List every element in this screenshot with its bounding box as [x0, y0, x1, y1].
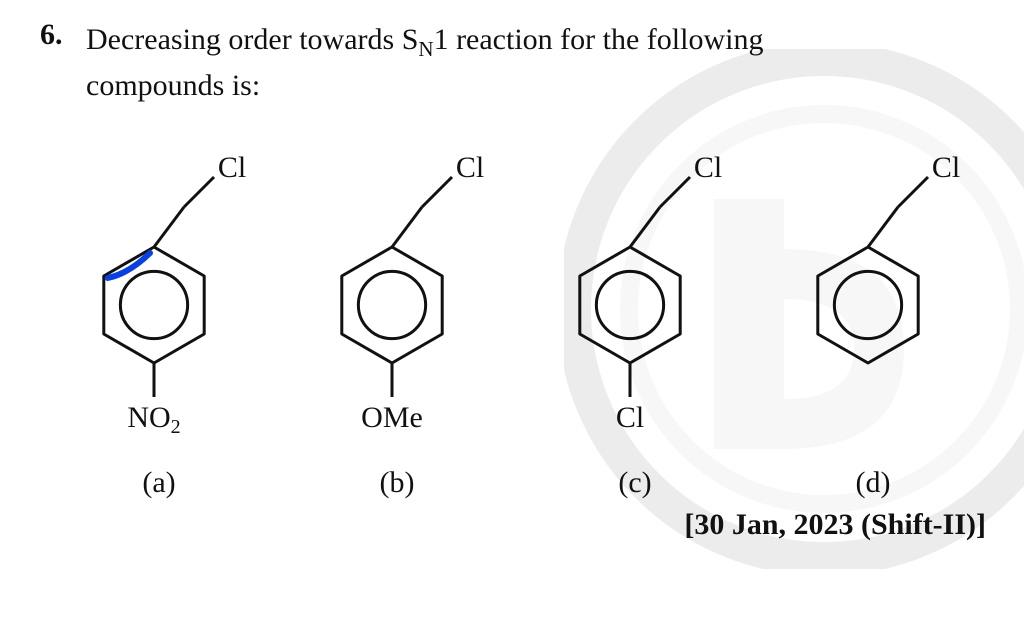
- molecule-option-d: Cl (d): [754, 130, 992, 500]
- svg-text:Cl: Cl: [932, 151, 960, 184]
- molecule-option-b: Cl OMe (b): [278, 130, 516, 500]
- sn-subscript: N: [418, 37, 433, 61]
- molecule-row: Cl NO2 (a) Cl OMe (b) Cl Cl (: [40, 130, 996, 500]
- svg-text:Cl: Cl: [456, 151, 484, 184]
- svg-text:OMe: OMe: [361, 401, 423, 434]
- svg-text:NO2: NO2: [127, 401, 180, 438]
- option-label: (d): [856, 466, 891, 500]
- question-line2: compounds is:: [86, 69, 260, 102]
- molecule-structure: Cl OMe: [302, 130, 492, 460]
- question-line1-part1: Decreasing order towards S: [86, 23, 418, 56]
- svg-text:Cl: Cl: [694, 151, 722, 184]
- question-text: Decreasing order towards SN1 reaction fo…: [86, 18, 763, 108]
- question-line1-part2: 1 reaction for the following: [434, 23, 764, 56]
- molecule-structure: Cl Cl: [540, 130, 730, 460]
- molecule-option-c: Cl Cl (c): [516, 130, 754, 500]
- svg-text:Cl: Cl: [218, 151, 246, 184]
- svg-text:Cl: Cl: [616, 401, 644, 434]
- option-label: (b): [380, 466, 415, 500]
- question-number: 6.: [40, 18, 86, 52]
- exam-date-tag: [30 Jan, 2023 (Shift-II)]: [40, 508, 996, 542]
- molecule-option-a: Cl NO2 (a): [40, 130, 278, 500]
- option-label: (c): [618, 466, 651, 500]
- question-row: 6. Decreasing order towards SN1 reaction…: [40, 18, 996, 108]
- option-label: (a): [142, 466, 175, 500]
- molecule-structure: Cl NO2: [64, 130, 254, 460]
- molecule-structure: Cl: [778, 130, 968, 460]
